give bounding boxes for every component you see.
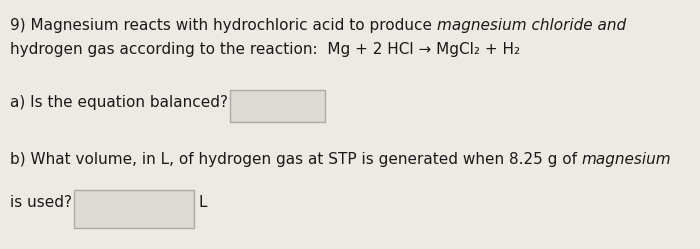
FancyBboxPatch shape: [74, 190, 194, 228]
FancyBboxPatch shape: [230, 90, 325, 122]
Text: magnesium: magnesium: [582, 152, 671, 167]
Text: b) What volume, in L, of hydrogen gas at STP is generated when 8.25 g of: b) What volume, in L, of hydrogen gas at…: [10, 152, 582, 167]
Text: is used?: is used?: [10, 195, 72, 210]
Text: a) Is the equation balanced?: a) Is the equation balanced?: [10, 95, 228, 110]
Text: hydrogen gas according to the reaction:  Mg + 2 HCl → MgCl₂ + H₂: hydrogen gas according to the reaction: …: [10, 42, 520, 57]
Text: magnesium chloride and: magnesium chloride and: [437, 18, 626, 33]
Text: L: L: [198, 195, 206, 210]
Text: 9) Magnesium reacts with hydrochloric acid to produce: 9) Magnesium reacts with hydrochloric ac…: [10, 18, 437, 33]
